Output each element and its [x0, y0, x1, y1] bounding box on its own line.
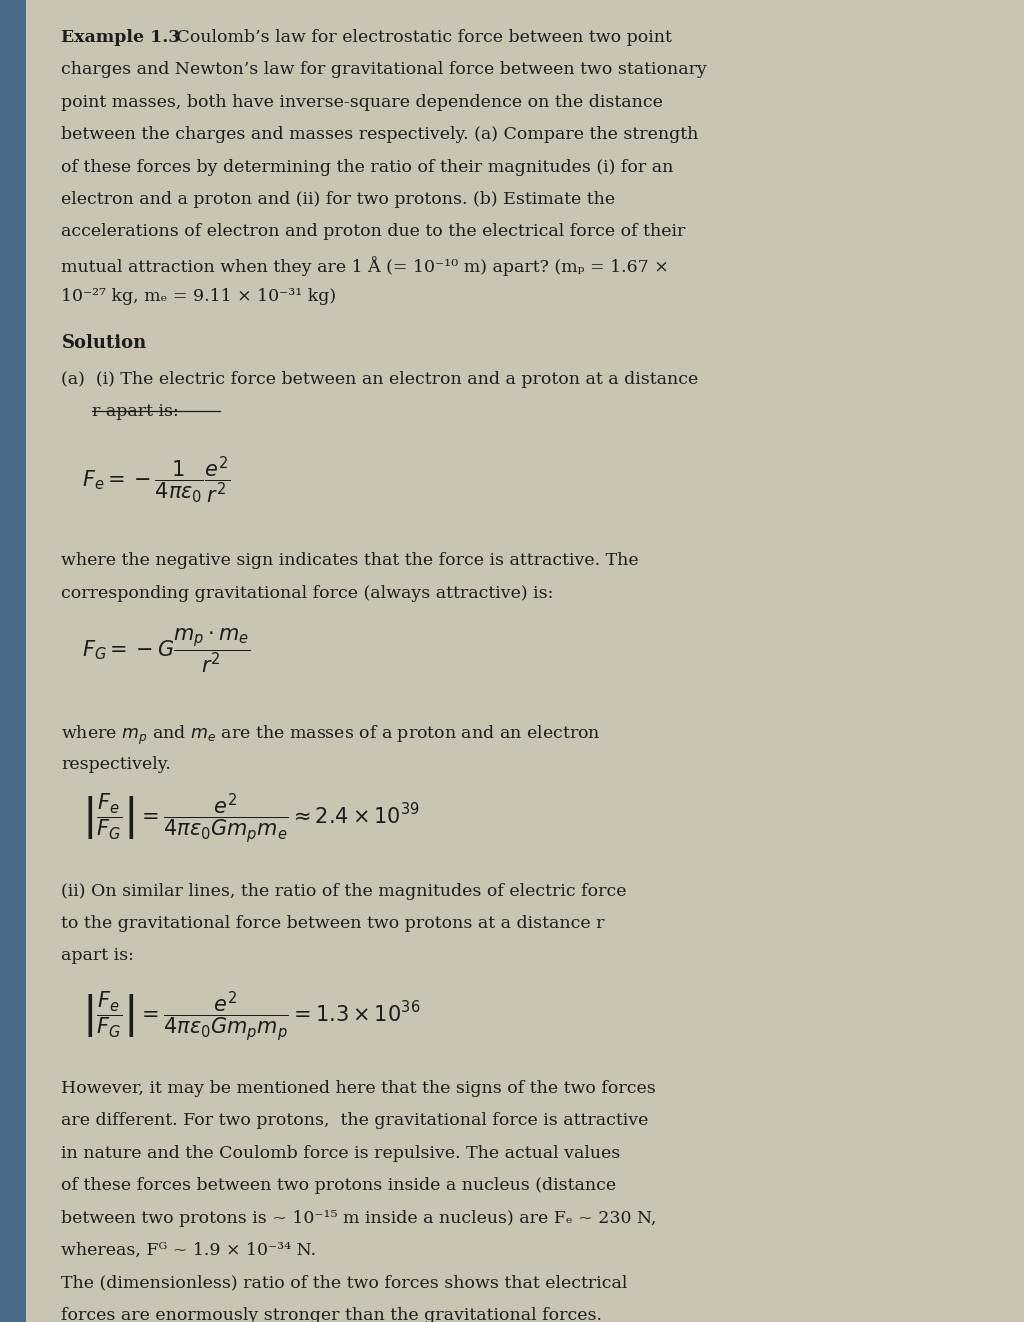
Text: corresponding gravitational force (always attractive) is:: corresponding gravitational force (alway… — [61, 584, 554, 602]
Text: Coulomb’s law for electrostatic force between two point: Coulomb’s law for electrostatic force be… — [171, 29, 672, 46]
Text: 10⁻²⁷ kg, mₑ = 9.11 × 10⁻³¹ kg): 10⁻²⁷ kg, mₑ = 9.11 × 10⁻³¹ kg) — [61, 288, 337, 305]
Text: charges and Newton’s law for gravitational force between two stationary: charges and Newton’s law for gravitation… — [61, 61, 708, 78]
Text: apart is:: apart is: — [61, 948, 134, 964]
Text: to the gravitational force between two protons at a distance r: to the gravitational force between two p… — [61, 915, 605, 932]
Text: accelerations of electron and proton due to the electrical force of their: accelerations of electron and proton due… — [61, 223, 686, 241]
Text: of these forces between two protons inside a nucleus (distance: of these forces between two protons insi… — [61, 1178, 616, 1194]
Text: Example 1.3: Example 1.3 — [61, 29, 181, 46]
Text: $F_G = -G\dfrac{m_p \cdot m_e}{r^2}$: $F_G = -G\dfrac{m_p \cdot m_e}{r^2}$ — [82, 627, 250, 676]
Text: where $m_p$ and $m_e$ are the masses of a proton and an electron: where $m_p$ and $m_e$ are the masses of … — [61, 724, 601, 747]
Text: The (dimensionless) ratio of the two forces shows that electrical: The (dimensionless) ratio of the two for… — [61, 1274, 628, 1292]
Text: $F_e = -\dfrac{1}{4\pi\varepsilon_0}\dfrac{e^2}{r^2}$: $F_e = -\dfrac{1}{4\pi\varepsilon_0}\dfr… — [82, 455, 230, 506]
Bar — [0, 0, 26, 1322]
Text: where the negative sign indicates that the force is attractive. The: where the negative sign indicates that t… — [61, 553, 639, 570]
Text: (ii) On similar lines, the ratio of the magnitudes of electric force: (ii) On similar lines, the ratio of the … — [61, 883, 627, 899]
Text: between the charges and masses respectively. (a) Compare the strength: between the charges and masses respectiv… — [61, 126, 698, 143]
Text: electron and a proton and (ii) for two protons. (b) Estimate the: electron and a proton and (ii) for two p… — [61, 190, 615, 208]
Text: However, it may be mentioned here that the signs of the two forces: However, it may be mentioned here that t… — [61, 1080, 656, 1097]
Text: $\left|\dfrac{F_e}{F_G}\right| = \dfrac{e^2}{4\pi\varepsilon_0 G m_p m_p} = 1.3 : $\left|\dfrac{F_e}{F_G}\right| = \dfrac{… — [82, 989, 420, 1044]
Text: whereas, Fᴳ ~ 1.9 × 10⁻³⁴ N.: whereas, Fᴳ ~ 1.9 × 10⁻³⁴ N. — [61, 1243, 316, 1259]
Text: mutual attraction when they are 1 Å (= 10⁻¹⁰ m) apart? (mₚ = 1.67 ×: mutual attraction when they are 1 Å (= 1… — [61, 255, 670, 276]
Text: are different. For two protons,  the gravitational force is attractive: are different. For two protons, the grav… — [61, 1113, 649, 1129]
Text: respectively.: respectively. — [61, 756, 171, 773]
Text: of these forces by determining the ratio of their magnitudes (i) for an: of these forces by determining the ratio… — [61, 159, 674, 176]
Text: forces are enormously stronger than the gravitational forces.: forces are enormously stronger than the … — [61, 1307, 602, 1322]
Text: (a)  (i) The electric force between an electron and a proton at a distance: (a) (i) The electric force between an el… — [61, 370, 698, 387]
Text: between two protons is ~ 10⁻¹⁵ m inside a nucleus) are Fₑ ~ 230 N,: between two protons is ~ 10⁻¹⁵ m inside … — [61, 1210, 657, 1227]
Text: $\left|\dfrac{F_e}{F_G}\right| = \dfrac{e^2}{4\pi\varepsilon_0 G m_p m_e} \appro: $\left|\dfrac{F_e}{F_G}\right| = \dfrac{… — [82, 792, 420, 846]
Text: r apart is:: r apart is: — [92, 403, 179, 420]
Text: Solution: Solution — [61, 333, 146, 352]
Text: in nature and the Coulomb force is repulsive. The actual values: in nature and the Coulomb force is repul… — [61, 1145, 621, 1162]
Text: point masses, both have inverse-square dependence on the distance: point masses, both have inverse-square d… — [61, 94, 664, 111]
